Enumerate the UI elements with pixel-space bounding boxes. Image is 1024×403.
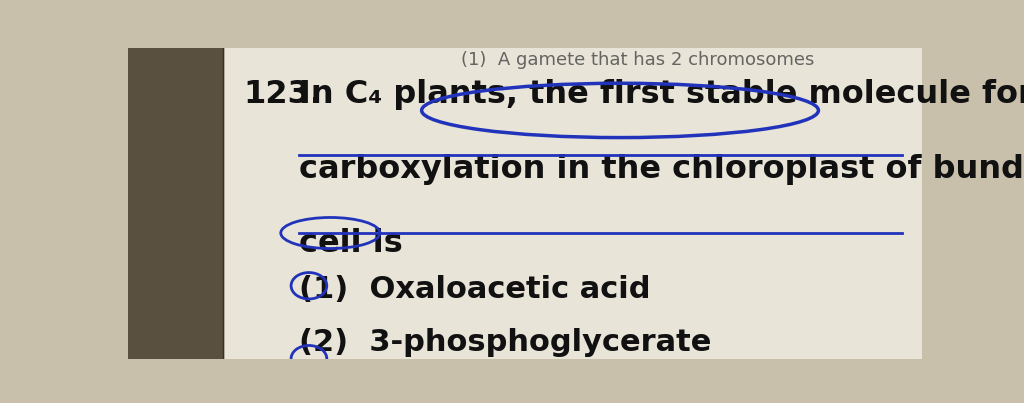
Text: 123.: 123. (243, 79, 322, 110)
Bar (223, 48, 922, 359)
Text: (1)  Oxaloacetic acid: (1) Oxaloacetic acid (299, 275, 650, 304)
Bar (128, 48, 223, 359)
Text: (1)  A gamete that has 2 chromosomes: (1) A gamete that has 2 chromosomes (461, 52, 815, 69)
Text: (2)  3-phosphoglycerate: (2) 3-phosphoglycerate (299, 328, 711, 357)
Text: carboxylation in the chloroplast of bundle sheath: carboxylation in the chloroplast of bund… (299, 154, 1024, 185)
Text: cell is: cell is (299, 229, 402, 260)
Text: In C₄ plants, the first stable molecule formed after: In C₄ plants, the first stable molecule … (299, 79, 1024, 110)
